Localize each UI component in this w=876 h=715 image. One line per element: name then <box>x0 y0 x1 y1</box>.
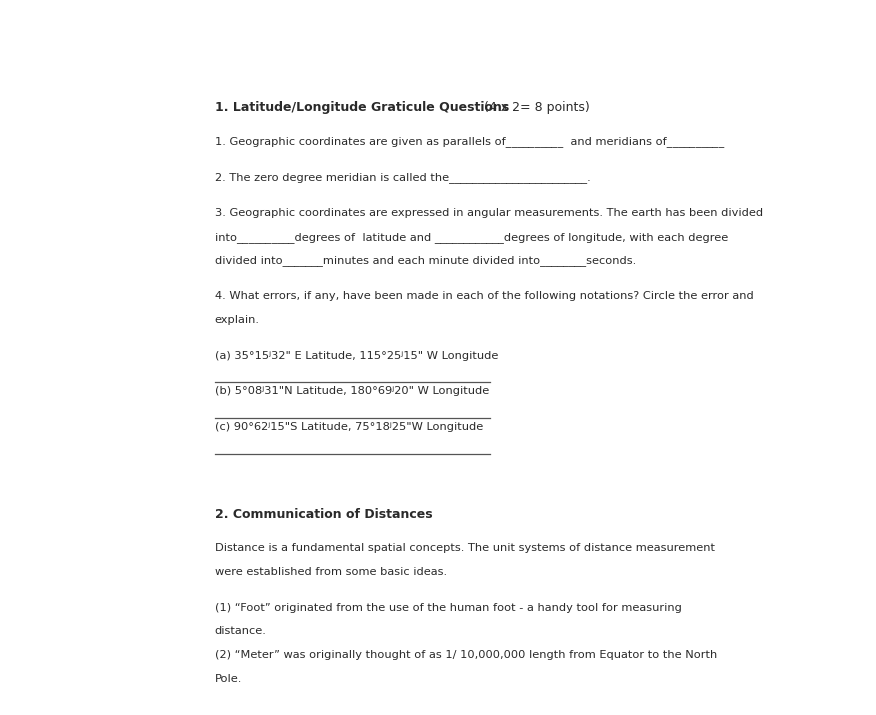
Text: into__________degrees of  latitude and ____________degrees of longitude, with ea: into__________degrees of latitude and __… <box>215 232 728 242</box>
Text: (2) “Meter” was originally thought of as 1/ 10,000,000 length from Equator to th: (2) “Meter” was originally thought of as… <box>215 650 717 660</box>
Text: 1. Latitude/Longitude Graticule Questions: 1. Latitude/Longitude Graticule Question… <box>215 101 509 114</box>
Text: distance.: distance. <box>215 626 266 636</box>
Text: (b) 5°08ʲ31"N Latitude, 180°69ʲ20" W Longitude: (b) 5°08ʲ31"N Latitude, 180°69ʲ20" W Lon… <box>215 386 489 396</box>
Text: 4. What errors, if any, have been made in each of the following notations? Circl: 4. What errors, if any, have been made i… <box>215 291 753 301</box>
Text: 3. Geographic coordinates are expressed in angular measurements. The earth has b: 3. Geographic coordinates are expressed … <box>215 208 763 218</box>
Text: were established from some basic ideas.: were established from some basic ideas. <box>215 567 447 577</box>
Text: divided into_______minutes and each minute divided into________seconds.: divided into_______minutes and each minu… <box>215 255 636 266</box>
Text: 2. The zero degree meridian is called the________________________.: 2. The zero degree meridian is called th… <box>215 172 590 183</box>
Text: (1) “Foot” originated from the use of the human foot - a handy tool for measurin: (1) “Foot” originated from the use of th… <box>215 603 682 613</box>
Text: (a) 35°15ʲ32" E Latitude, 115°25ʲ15" W Longitude: (a) 35°15ʲ32" E Latitude, 115°25ʲ15" W L… <box>215 350 498 360</box>
Text: 1. Geographic coordinates are given as parallels of__________  and meridians of_: 1. Geographic coordinates are given as p… <box>215 137 724 147</box>
Text: Distance is a fundamental spatial concepts. The unit systems of distance measure: Distance is a fundamental spatial concep… <box>215 543 715 553</box>
Text: Pole.: Pole. <box>215 674 242 684</box>
Text: (4 x 2= 8 points): (4 x 2= 8 points) <box>477 101 590 114</box>
Text: explain.: explain. <box>215 315 259 325</box>
Text: (c) 90°62ʲ15"S Latitude, 75°18ʲ25"W Longitude: (c) 90°62ʲ15"S Latitude, 75°18ʲ25"W Long… <box>215 422 483 432</box>
Text: 2. Communication of Distances: 2. Communication of Distances <box>215 508 433 521</box>
